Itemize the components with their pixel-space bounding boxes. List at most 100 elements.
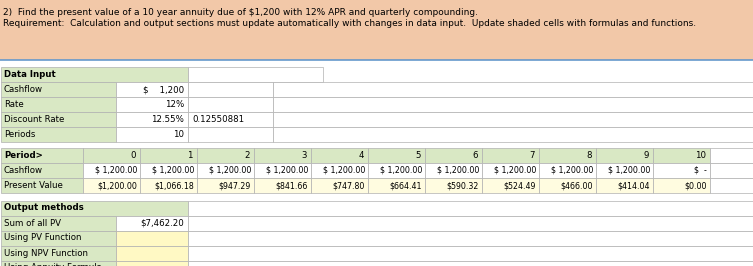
Bar	[368, 163, 425, 178]
Bar	[273, 127, 753, 142]
Bar	[425, 148, 482, 163]
Bar	[653, 148, 710, 163]
Bar	[1, 148, 83, 163]
Text: 2: 2	[245, 151, 250, 160]
Text: Periods: Periods	[4, 130, 35, 139]
Text: $466.00: $466.00	[560, 181, 593, 190]
Bar	[710, 148, 753, 163]
Bar	[83, 178, 140, 193]
Text: Period>: Period>	[4, 151, 43, 160]
Bar	[1, 97, 116, 112]
Bar	[425, 163, 482, 178]
Text: 8: 8	[587, 151, 592, 160]
Text: $664.41: $664.41	[389, 181, 422, 190]
Text: $590.32: $590.32	[447, 181, 479, 190]
Text: $ 1,200.00: $ 1,200.00	[608, 166, 650, 175]
Text: $1,200.00: $1,200.00	[97, 181, 137, 190]
Bar	[653, 163, 710, 178]
Text: Sum of all PV: Sum of all PV	[4, 218, 61, 227]
Bar	[1, 82, 116, 97]
Text: $747.80: $747.80	[333, 181, 365, 190]
Bar	[140, 163, 197, 178]
Bar	[311, 148, 368, 163]
Text: $ 1,200.00: $ 1,200.00	[550, 166, 593, 175]
Bar	[197, 178, 254, 193]
Text: Cashflow: Cashflow	[4, 85, 43, 94]
Bar	[273, 97, 753, 112]
Text: 0.12550881: 0.12550881	[192, 115, 244, 124]
Bar	[188, 201, 753, 215]
Bar	[1, 260, 116, 266]
Bar	[254, 148, 311, 163]
Bar	[116, 246, 188, 260]
Text: 2)  Find the present value of a 10 year annuity due of $1,200 with 12% APR and q: 2) Find the present value of a 10 year a…	[3, 8, 478, 17]
Bar	[188, 97, 273, 112]
Text: Data Input: Data Input	[4, 70, 56, 79]
Text: 12.55%: 12.55%	[151, 115, 184, 124]
Bar	[0, 0, 753, 60]
Bar	[425, 178, 482, 193]
Text: 6: 6	[472, 151, 478, 160]
Bar	[1, 67, 188, 82]
Bar	[188, 231, 753, 246]
Text: 0: 0	[130, 151, 136, 160]
Text: 1: 1	[187, 151, 193, 160]
Text: $0.00: $0.00	[684, 181, 707, 190]
Bar	[596, 163, 653, 178]
Text: Present Value: Present Value	[4, 181, 62, 190]
Bar	[482, 163, 539, 178]
Bar	[254, 163, 311, 178]
Bar	[116, 231, 188, 246]
Bar	[188, 112, 273, 127]
Bar	[1, 246, 116, 260]
Bar	[653, 178, 710, 193]
Bar	[596, 178, 653, 193]
Bar	[710, 178, 753, 193]
Bar	[311, 163, 368, 178]
Text: $  -: $ -	[694, 166, 707, 175]
Bar	[273, 82, 753, 97]
Bar	[83, 163, 140, 178]
Text: Using PV Function: Using PV Function	[4, 234, 81, 243]
Bar	[273, 112, 753, 127]
Bar	[197, 163, 254, 178]
Text: 10: 10	[695, 151, 706, 160]
Bar	[482, 178, 539, 193]
Text: Rate: Rate	[4, 100, 24, 109]
Text: 5: 5	[416, 151, 421, 160]
Text: Discount Rate: Discount Rate	[4, 115, 64, 124]
Bar	[116, 215, 188, 231]
Text: $947.29: $947.29	[219, 181, 251, 190]
Text: $ 1,200.00: $ 1,200.00	[494, 166, 536, 175]
Bar	[1, 127, 116, 142]
Bar	[188, 215, 753, 231]
Bar	[1, 163, 83, 178]
Bar	[482, 148, 539, 163]
Bar	[116, 112, 188, 127]
Bar	[116, 82, 188, 97]
Bar	[188, 260, 753, 266]
Bar	[116, 97, 188, 112]
Text: $841.66: $841.66	[276, 181, 308, 190]
Text: $    1,200: $ 1,200	[143, 85, 184, 94]
Text: 12%: 12%	[165, 100, 184, 109]
Text: Output methods: Output methods	[4, 203, 84, 213]
Text: $ 1,200.00: $ 1,200.00	[266, 166, 308, 175]
Bar	[83, 148, 140, 163]
Bar	[596, 148, 653, 163]
Bar	[368, 148, 425, 163]
Text: $ 1,200.00: $ 1,200.00	[209, 166, 251, 175]
Bar	[539, 148, 596, 163]
Bar	[140, 178, 197, 193]
Bar	[1, 178, 83, 193]
Text: $1,066.18: $1,066.18	[154, 181, 194, 190]
Text: Requirement:  Calculation and output sections must update automatically with cha: Requirement: Calculation and output sect…	[3, 19, 696, 28]
Bar	[254, 178, 311, 193]
Text: $ 1,200.00: $ 1,200.00	[151, 166, 194, 175]
Text: 4: 4	[358, 151, 364, 160]
Text: 9: 9	[644, 151, 649, 160]
Bar	[368, 178, 425, 193]
Bar	[197, 148, 254, 163]
Bar	[188, 82, 273, 97]
Text: $ 1,200.00: $ 1,200.00	[322, 166, 365, 175]
